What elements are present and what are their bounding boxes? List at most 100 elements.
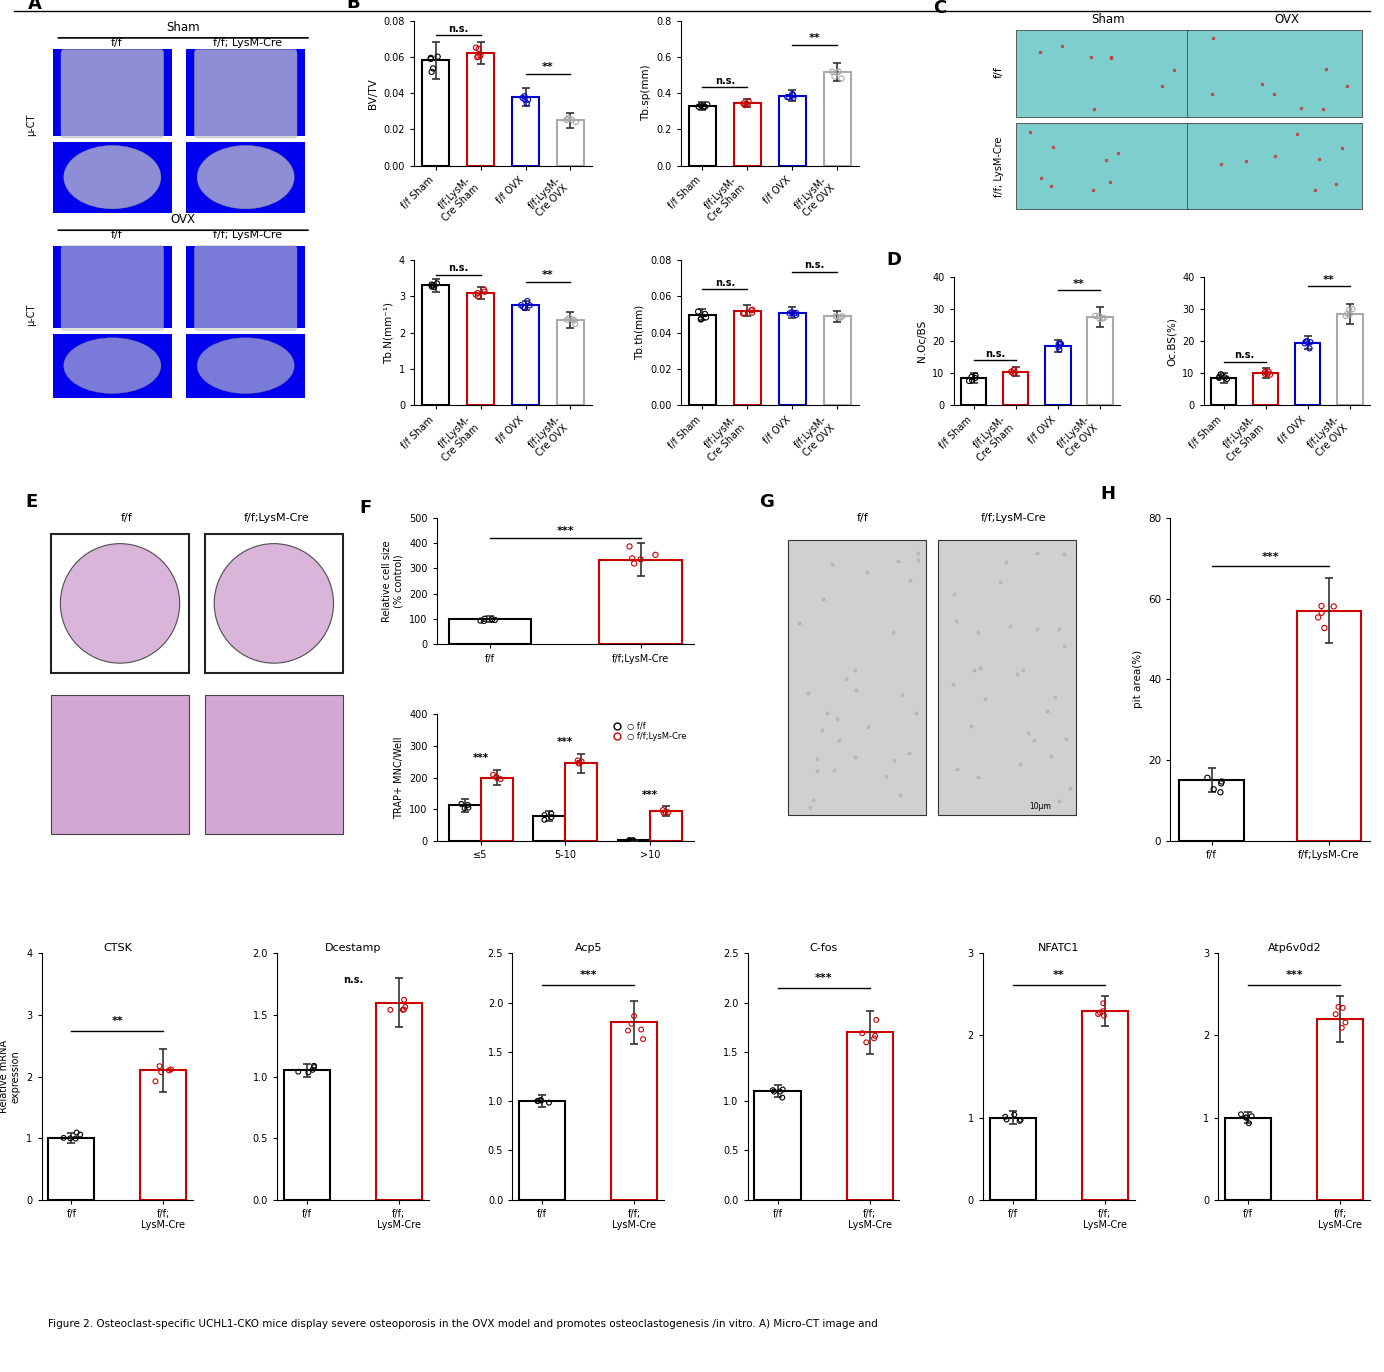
Point (772, 1078, 794, 1100)
Point (161, 1058, 183, 1080)
Bar (1003, 372, 1028, 405)
Point (569, 753, 591, 775)
Point (1093, 307, 1116, 329)
Point (392, 999, 414, 1021)
Bar (48, 1137, 94, 1199)
Point (1003, 359, 1026, 381)
Text: **: ** (808, 33, 821, 44)
Text: ***: *** (642, 790, 657, 800)
Text: μ-CT: μ-CT (26, 303, 36, 327)
Point (422, 276, 444, 298)
Point (828, 60, 850, 82)
Y-axis label: pit area(%): pit area(%) (1132, 650, 1143, 708)
Bar (650, 811, 682, 841)
Bar (689, 106, 716, 166)
Point (516, 289, 538, 311)
Point (1311, 595, 1333, 617)
Point (630, 549, 652, 571)
Point (1240, 1106, 1262, 1128)
Point (689, 309, 711, 331)
Bar (779, 96, 805, 166)
Point (617, 1019, 639, 1041)
Point (1002, 362, 1024, 384)
Point (1003, 1103, 1026, 1125)
Point (1324, 1003, 1347, 1025)
Point (785, 302, 807, 324)
Text: f/f; LysM-Cre: f/f; LysM-Cre (994, 137, 1003, 198)
Point (829, 307, 851, 329)
Point (619, 829, 641, 851)
Text: ***: *** (580, 970, 597, 981)
Point (1235, 1106, 1257, 1128)
Point (556, 108, 579, 130)
Bar (847, 1032, 893, 1199)
Point (426, 45, 448, 67)
Point (565, 111, 587, 133)
FancyBboxPatch shape (53, 246, 172, 328)
FancyBboxPatch shape (53, 141, 172, 213)
Point (419, 48, 441, 70)
Ellipse shape (64, 145, 161, 209)
FancyBboxPatch shape (185, 246, 306, 328)
Point (533, 809, 555, 831)
Point (621, 547, 644, 569)
Point (825, 305, 847, 327)
Point (513, 296, 536, 318)
Point (486, 766, 508, 788)
Text: F: F (360, 499, 372, 517)
FancyBboxPatch shape (194, 49, 298, 139)
Point (516, 92, 538, 114)
Text: E: E (26, 494, 39, 512)
FancyBboxPatch shape (1187, 122, 1362, 209)
Text: ***: *** (815, 973, 832, 982)
Point (527, 1091, 549, 1113)
Point (303, 1056, 325, 1078)
Point (466, 283, 489, 305)
Point (965, 368, 987, 390)
FancyBboxPatch shape (185, 141, 306, 213)
Text: f/f: f/f (120, 513, 131, 523)
Text: μ-CT: μ-CT (26, 114, 36, 136)
Point (1009, 1109, 1031, 1131)
Point (526, 1089, 548, 1111)
Point (561, 108, 583, 130)
Point (770, 1081, 792, 1103)
Y-axis label: Tb.th(mm): Tb.th(mm) (635, 305, 645, 361)
Bar (689, 314, 716, 405)
Point (466, 285, 489, 307)
Point (484, 609, 507, 631)
Point (623, 553, 645, 575)
Text: **: ** (1053, 970, 1064, 981)
Point (302, 1059, 324, 1081)
Bar (448, 805, 480, 841)
Point (512, 86, 534, 108)
Point (1048, 333, 1070, 355)
FancyBboxPatch shape (185, 49, 306, 136)
Point (1210, 772, 1232, 794)
Ellipse shape (197, 145, 295, 209)
Point (468, 45, 490, 67)
Text: Sham: Sham (1091, 12, 1124, 26)
Point (1338, 299, 1360, 321)
Text: n.s.: n.s. (1235, 350, 1255, 361)
Bar (556, 121, 584, 166)
FancyBboxPatch shape (1016, 30, 1192, 117)
Point (561, 309, 583, 331)
Point (763, 1081, 785, 1103)
Point (832, 306, 854, 328)
Bar (519, 1102, 565, 1199)
Text: Figure 2. Osteoclast-specific UCHL1-CKO mice display severe osteoporosis in the : Figure 2. Osteoclast-specific UCHL1-CKO … (48, 1318, 877, 1329)
Point (555, 108, 577, 130)
Bar (599, 560, 682, 645)
Point (509, 294, 531, 316)
Text: f/f: f/f (994, 67, 1003, 78)
Point (480, 609, 502, 631)
Point (1210, 364, 1232, 386)
Point (1092, 992, 1114, 1014)
Point (473, 279, 495, 300)
FancyBboxPatch shape (185, 335, 306, 398)
Text: A: A (28, 0, 42, 12)
Point (1001, 361, 1023, 383)
Point (53, 1126, 75, 1148)
Text: OVX: OVX (1275, 12, 1300, 26)
